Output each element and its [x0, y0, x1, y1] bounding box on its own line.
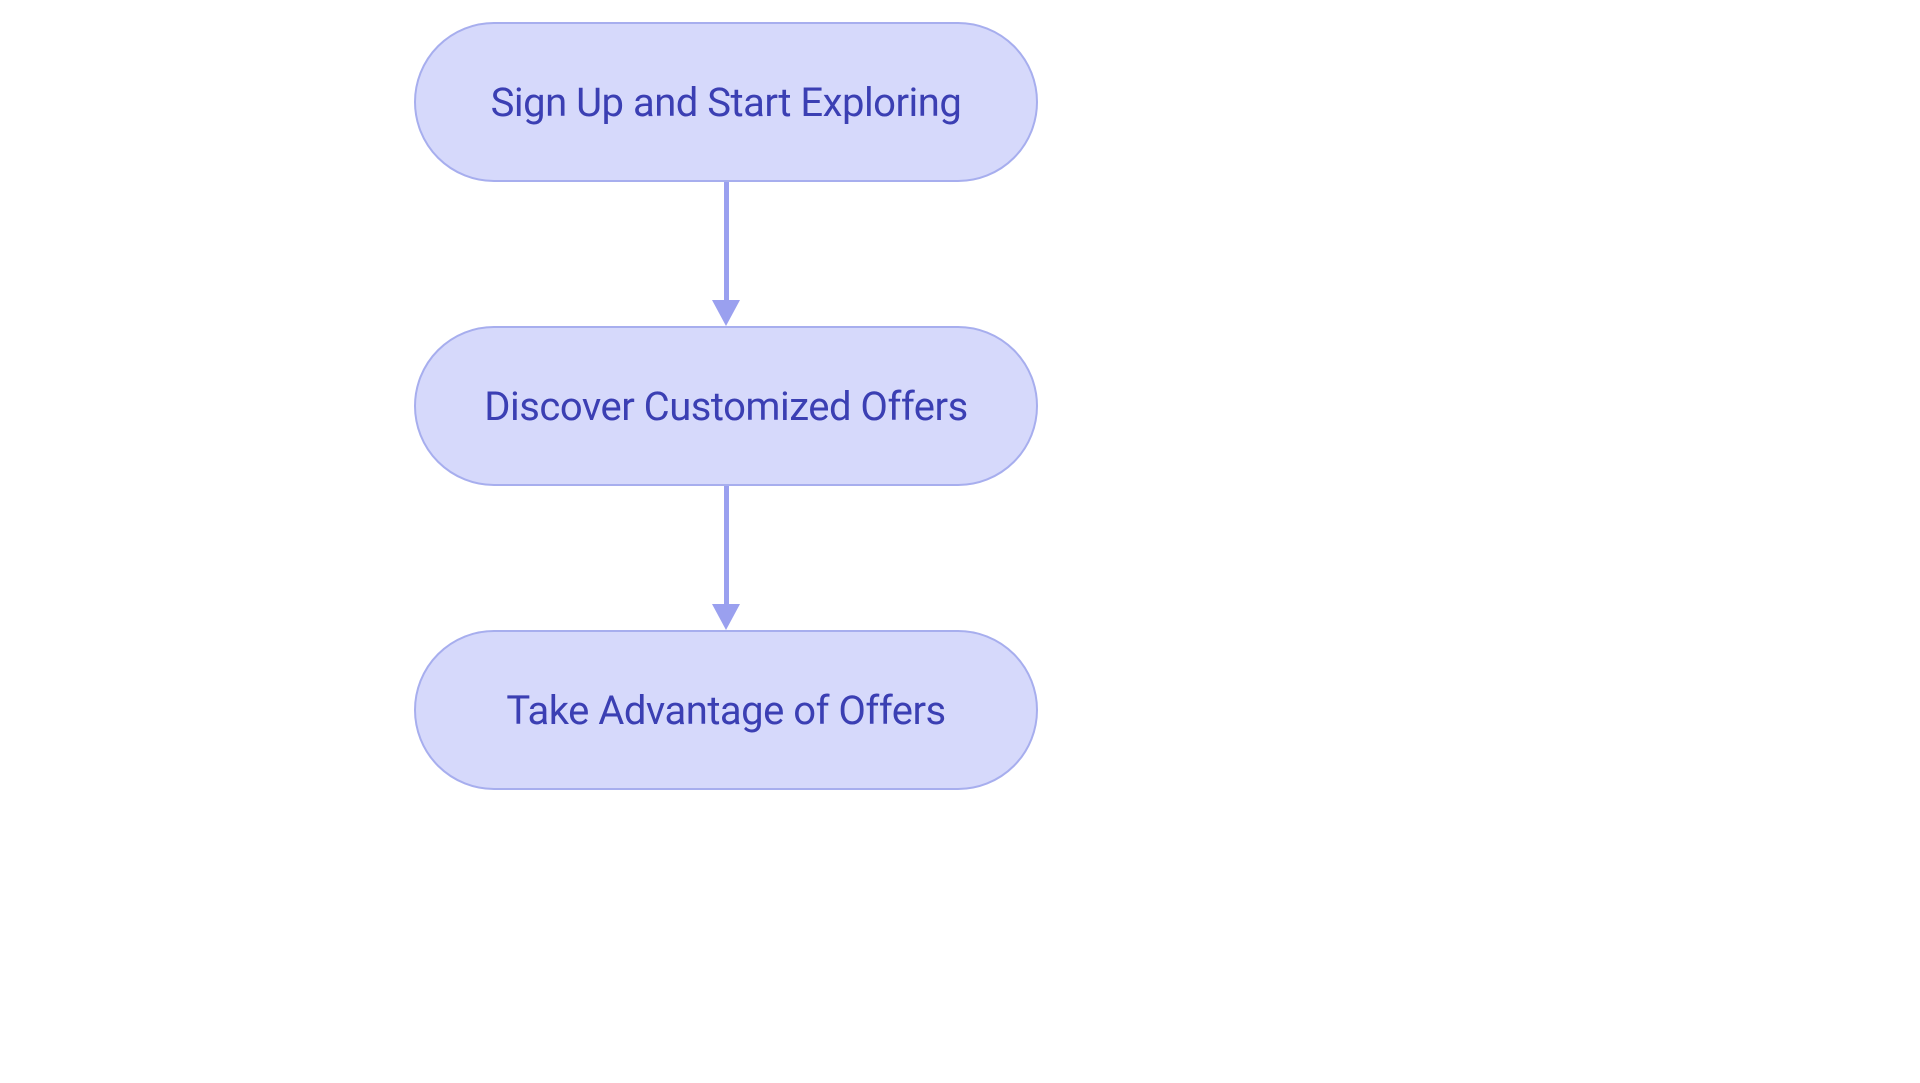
flow-node-label: Sign Up and Start Exploring: [491, 79, 962, 126]
flow-node-label: Discover Customized Offers: [484, 383, 967, 430]
flow-arrow-line: [724, 182, 729, 300]
flow-node-n3: Take Advantage of Offers: [414, 630, 1038, 790]
flow-arrow-head: [712, 300, 740, 326]
flow-arrow-head: [712, 604, 740, 630]
flow-node-label: Take Advantage of Offers: [506, 687, 945, 734]
flow-node-n1: Sign Up and Start Exploring: [414, 22, 1038, 182]
flowchart-canvas: Sign Up and Start Exploring Discover Cust…: [0, 0, 1920, 1083]
flow-node-n2: Discover Customized Offers: [414, 326, 1038, 486]
flow-arrow-line: [724, 486, 729, 604]
